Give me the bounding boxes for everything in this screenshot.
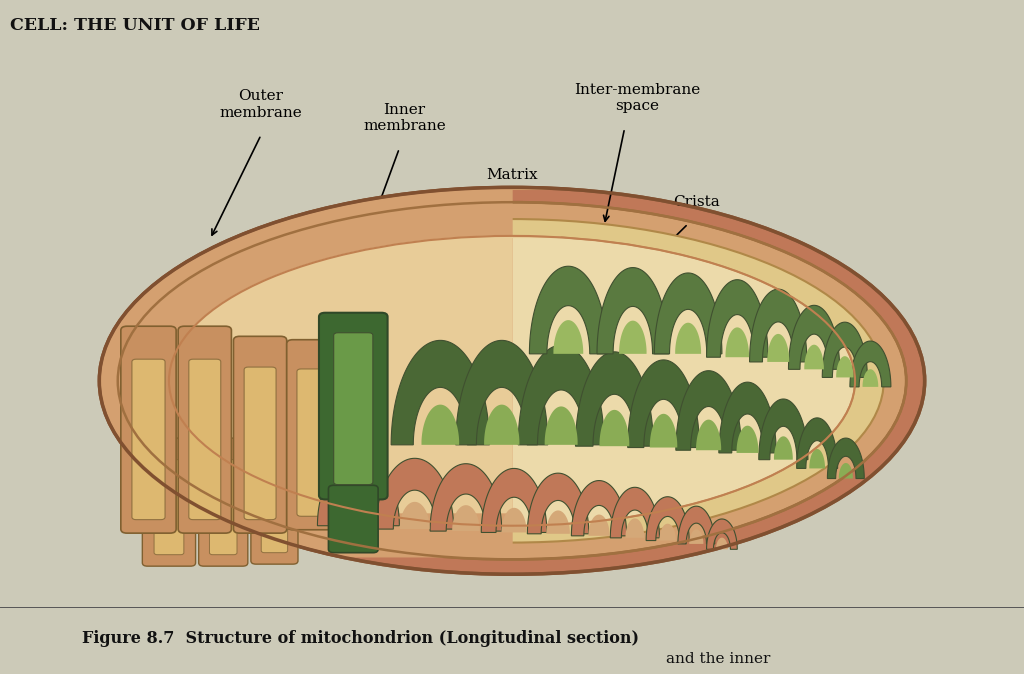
Polygon shape [750,289,807,362]
Polygon shape [646,497,689,541]
Polygon shape [376,458,454,529]
Polygon shape [610,487,659,538]
FancyBboxPatch shape [251,439,298,564]
Polygon shape [788,305,840,369]
FancyBboxPatch shape [199,438,248,566]
Polygon shape [707,519,737,549]
Polygon shape [317,455,399,526]
Polygon shape [599,410,630,446]
Ellipse shape [118,202,906,559]
FancyBboxPatch shape [318,313,387,499]
Text: CELL: THE UNIT OF LIFE: CELL: THE UNIT OF LIFE [10,17,260,34]
FancyBboxPatch shape [210,460,237,555]
Polygon shape [518,345,604,445]
Ellipse shape [140,219,884,543]
Polygon shape [529,266,607,354]
Text: Outer
membrane: Outer membrane [220,90,302,119]
Polygon shape [797,418,838,468]
Polygon shape [575,352,653,446]
Polygon shape [809,449,825,468]
Polygon shape [736,426,759,453]
Polygon shape [850,341,891,387]
Text: Inner
membrane: Inner membrane [364,103,445,133]
Text: Matrix: Matrix [486,168,538,182]
FancyBboxPatch shape [334,333,373,485]
Polygon shape [545,406,578,445]
Polygon shape [422,404,459,445]
FancyBboxPatch shape [297,369,328,516]
Text: Figure 8.7  Structure of mitochondrion (Longitudinal section): Figure 8.7 Structure of mitochondrion (L… [82,630,639,647]
FancyBboxPatch shape [287,340,338,530]
Polygon shape [456,340,548,445]
Polygon shape [626,518,644,538]
Polygon shape [822,322,867,377]
Polygon shape [676,371,741,450]
Polygon shape [675,323,701,354]
Polygon shape [654,273,722,354]
Polygon shape [484,404,519,445]
Polygon shape [839,463,853,479]
Polygon shape [589,514,609,536]
FancyBboxPatch shape [233,336,287,533]
FancyBboxPatch shape [178,326,231,533]
Polygon shape [804,344,824,369]
Polygon shape [774,436,793,460]
Polygon shape [99,187,570,557]
FancyBboxPatch shape [329,485,378,553]
Polygon shape [571,481,627,536]
Polygon shape [620,321,646,354]
Polygon shape [862,369,879,387]
FancyBboxPatch shape [154,460,184,555]
Polygon shape [767,334,790,362]
Polygon shape [547,510,569,534]
FancyBboxPatch shape [142,438,196,566]
Polygon shape [719,382,776,453]
FancyBboxPatch shape [244,367,276,520]
Text: and the inner: and the inner [666,652,770,667]
FancyBboxPatch shape [261,460,288,553]
Ellipse shape [99,187,925,574]
Polygon shape [343,499,374,526]
Polygon shape [707,280,768,357]
Polygon shape [391,340,489,445]
Polygon shape [502,508,526,532]
Polygon shape [553,320,584,354]
Polygon shape [527,473,589,534]
Polygon shape [678,506,715,544]
Polygon shape [837,356,853,377]
Polygon shape [650,414,677,448]
Polygon shape [597,268,669,354]
Polygon shape [827,438,864,479]
Polygon shape [716,538,728,549]
Polygon shape [689,529,703,544]
Polygon shape [453,506,479,531]
Polygon shape [430,464,502,531]
Text: Crista: Crista [673,195,720,209]
Ellipse shape [169,236,855,526]
FancyBboxPatch shape [121,326,176,533]
Polygon shape [696,420,721,450]
Text: Inter-membrane
space: Inter-membrane space [573,83,700,113]
FancyBboxPatch shape [188,359,221,520]
Polygon shape [481,468,547,532]
FancyBboxPatch shape [132,359,165,520]
Polygon shape [169,236,561,513]
Polygon shape [726,328,749,357]
Polygon shape [628,360,699,448]
Polygon shape [659,524,676,541]
Polygon shape [399,502,430,529]
Polygon shape [759,399,808,460]
